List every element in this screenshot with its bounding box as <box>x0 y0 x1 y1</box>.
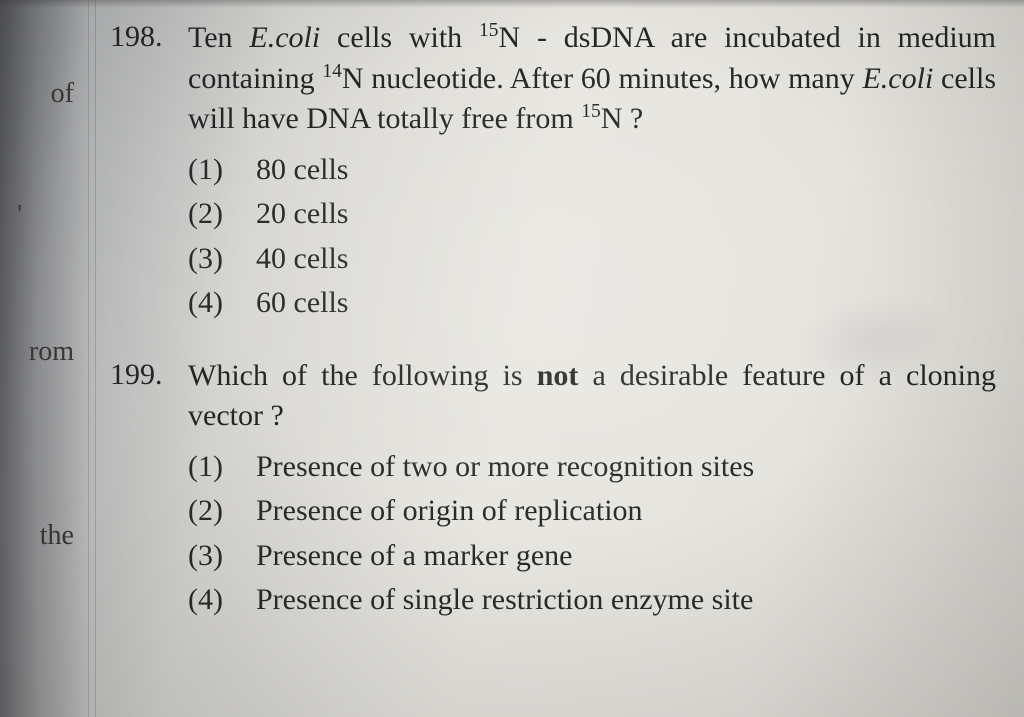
option-text: Presence of two or more recognition site… <box>256 447 996 488</box>
cutoff-side-text: of ' rom the <box>0 0 88 717</box>
side-fragment: of <box>51 78 74 110</box>
top-edge-overlay <box>0 0 1024 8</box>
option-number: (2) <box>188 491 256 532</box>
option-number: (1) <box>188 447 256 488</box>
option-item: (4) Presence of single restriction enzym… <box>188 580 996 621</box>
question-number: 198. <box>110 18 188 54</box>
option-item: (3) Presence of a marker gene <box>188 536 996 577</box>
margin-rule-line <box>95 0 96 717</box>
options-list: (1) 80 cells (2) 20 cells (3) 40 cells (… <box>188 150 996 324</box>
option-item: (1) 80 cells <box>188 150 996 191</box>
option-text: Presence of single restriction enzyme si… <box>256 580 996 621</box>
question-body: Ten E.coli cells with 15N - dsDNA are in… <box>188 18 996 328</box>
question-stem: Which of the following is not a desirabl… <box>188 356 996 437</box>
option-number: (2) <box>188 194 256 235</box>
side-fragment: the <box>40 520 74 552</box>
margin-rule-line <box>88 0 89 717</box>
question-block: 198. Ten E.coli cells with 15N - dsDNA a… <box>110 18 996 328</box>
option-number: (3) <box>188 536 256 577</box>
question-body: Which of the following is not a desirabl… <box>188 356 996 625</box>
options-list: (1) Presence of two or more recognition … <box>188 447 996 621</box>
option-item: (4) 60 cells <box>188 283 996 324</box>
option-number: (1) <box>188 150 256 191</box>
option-item: (3) 40 cells <box>188 239 996 280</box>
option-text: 20 cells <box>256 194 996 235</box>
option-number: (3) <box>188 239 256 280</box>
option-number: (4) <box>188 283 256 324</box>
option-item: (2) Presence of origin of replication <box>188 491 996 532</box>
option-item: (1) Presence of two or more recognition … <box>188 447 996 488</box>
option-text: 40 cells <box>256 239 996 280</box>
option-item: (2) 20 cells <box>188 194 996 235</box>
option-text: Presence of origin of replication <box>256 491 996 532</box>
option-text: Presence of a marker gene <box>256 536 996 577</box>
question-block: 199. Which of the following is not a des… <box>110 356 996 625</box>
side-fragment: rom <box>29 336 74 368</box>
option-text: 80 cells <box>256 150 996 191</box>
question-number: 199. <box>110 356 188 392</box>
option-number: (4) <box>188 580 256 621</box>
page-content: 198. Ten E.coli cells with 15N - dsDNA a… <box>110 18 996 653</box>
question-stem: Ten E.coli cells with 15N - dsDNA are in… <box>188 18 996 140</box>
side-fragment: ' <box>17 200 22 232</box>
option-text: 60 cells <box>256 283 996 324</box>
